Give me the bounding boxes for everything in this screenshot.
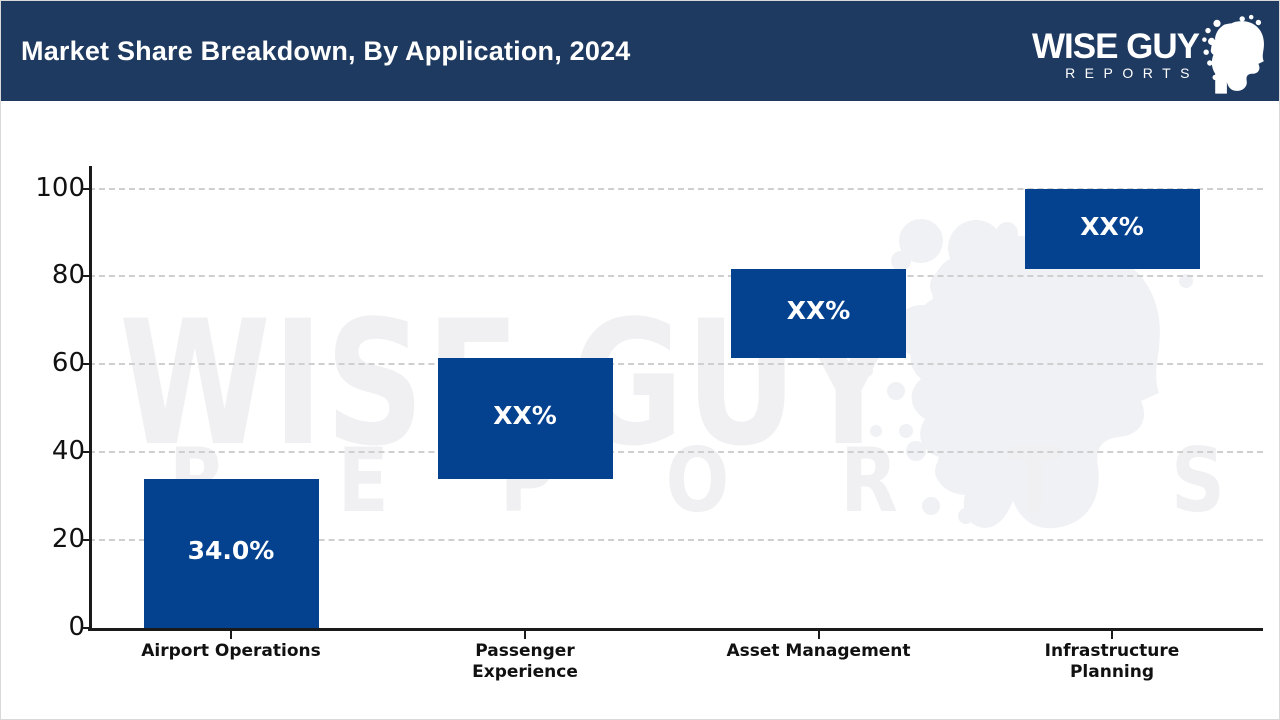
y-tick-label: 100: [35, 172, 85, 203]
watermark-face-shape: [910, 235, 1160, 529]
y-tick-label: 0: [68, 612, 85, 642]
bar-value-label: XX%: [493, 401, 557, 431]
y-tick-mark: [82, 275, 89, 278]
x-tick-mark: [817, 631, 820, 639]
gridline: [89, 275, 1263, 278]
bar-value-label: 34.0%: [187, 536, 275, 566]
wiseguy-logo: WISE GUY REPORTS: [1011, 7, 1271, 97]
y-tick-label: 80: [51, 260, 85, 291]
y-tick-mark: [82, 627, 89, 629]
y-tick-mark: [82, 451, 89, 454]
bar: [143, 478, 319, 628]
y-axis: [89, 166, 92, 631]
chart-area: 0 20 40 60 80 100 34.0% Airport Operations XX% Pa…: [1, 101, 1279, 719]
x-category-label: Airport Operations: [141, 641, 321, 661]
bar-value-label: XX%: [1080, 211, 1144, 241]
bar: [731, 268, 906, 358]
header-bar: Market Share Breakdown, By Application, …: [1, 1, 1279, 101]
wiseguy-logo-reports: REPORTS: [1065, 65, 1199, 81]
x-category-label: Asset Management: [726, 641, 911, 661]
y-tick-mark: [82, 187, 89, 190]
wiseguy-logo-text: WISE GUY: [1031, 27, 1200, 66]
x-tick-mark: [1111, 631, 1113, 639]
x-category-label: Passenger Experience: [472, 641, 578, 682]
x-axis: [88, 628, 1263, 631]
x-category-label: Infrastructure Planning: [1044, 641, 1180, 682]
y-tick-label: 40: [51, 436, 85, 467]
y-tick-mark: [82, 363, 89, 366]
x-tick-mark: [524, 631, 526, 639]
watermark-text-reports: R E P O R T S: [169, 429, 1268, 532]
y-tick-mark: [82, 539, 89, 542]
y-tick-label: 60: [51, 348, 85, 379]
wiseguy-head-icon: [1202, 14, 1264, 94]
bar-value-label: XX%: [786, 296, 851, 326]
gridline: [89, 451, 1263, 454]
bar: [1024, 188, 1200, 269]
gridline: [89, 539, 1263, 542]
gridline: [89, 187, 1263, 190]
x-tick-mark: [230, 631, 232, 639]
gridline: [89, 363, 1263, 366]
bar: [437, 357, 613, 479]
y-tick-label: 20: [51, 524, 85, 555]
page-title: Market Share Breakdown, By Application, …: [21, 35, 631, 66]
